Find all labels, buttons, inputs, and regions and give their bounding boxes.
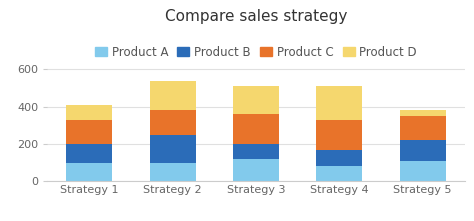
Bar: [233, 144, 279, 159]
Bar: [66, 120, 112, 144]
Bar: [316, 166, 362, 181]
Bar: [316, 150, 362, 166]
Bar: [66, 105, 112, 120]
Bar: [400, 116, 446, 140]
Bar: [66, 163, 112, 181]
Bar: [233, 114, 279, 144]
Bar: [66, 144, 112, 163]
Legend: Product A, Product B, Product C, Product D: Product A, Product B, Product C, Product…: [95, 46, 417, 59]
Bar: [150, 80, 196, 110]
Bar: [150, 135, 196, 163]
Bar: [233, 86, 279, 114]
Bar: [400, 140, 446, 161]
Bar: [233, 159, 279, 181]
Bar: [316, 86, 362, 120]
Text: Compare sales strategy: Compare sales strategy: [165, 9, 347, 24]
Bar: [400, 110, 446, 116]
Bar: [316, 120, 362, 150]
Bar: [150, 163, 196, 181]
Bar: [150, 110, 196, 135]
Bar: [400, 161, 446, 181]
